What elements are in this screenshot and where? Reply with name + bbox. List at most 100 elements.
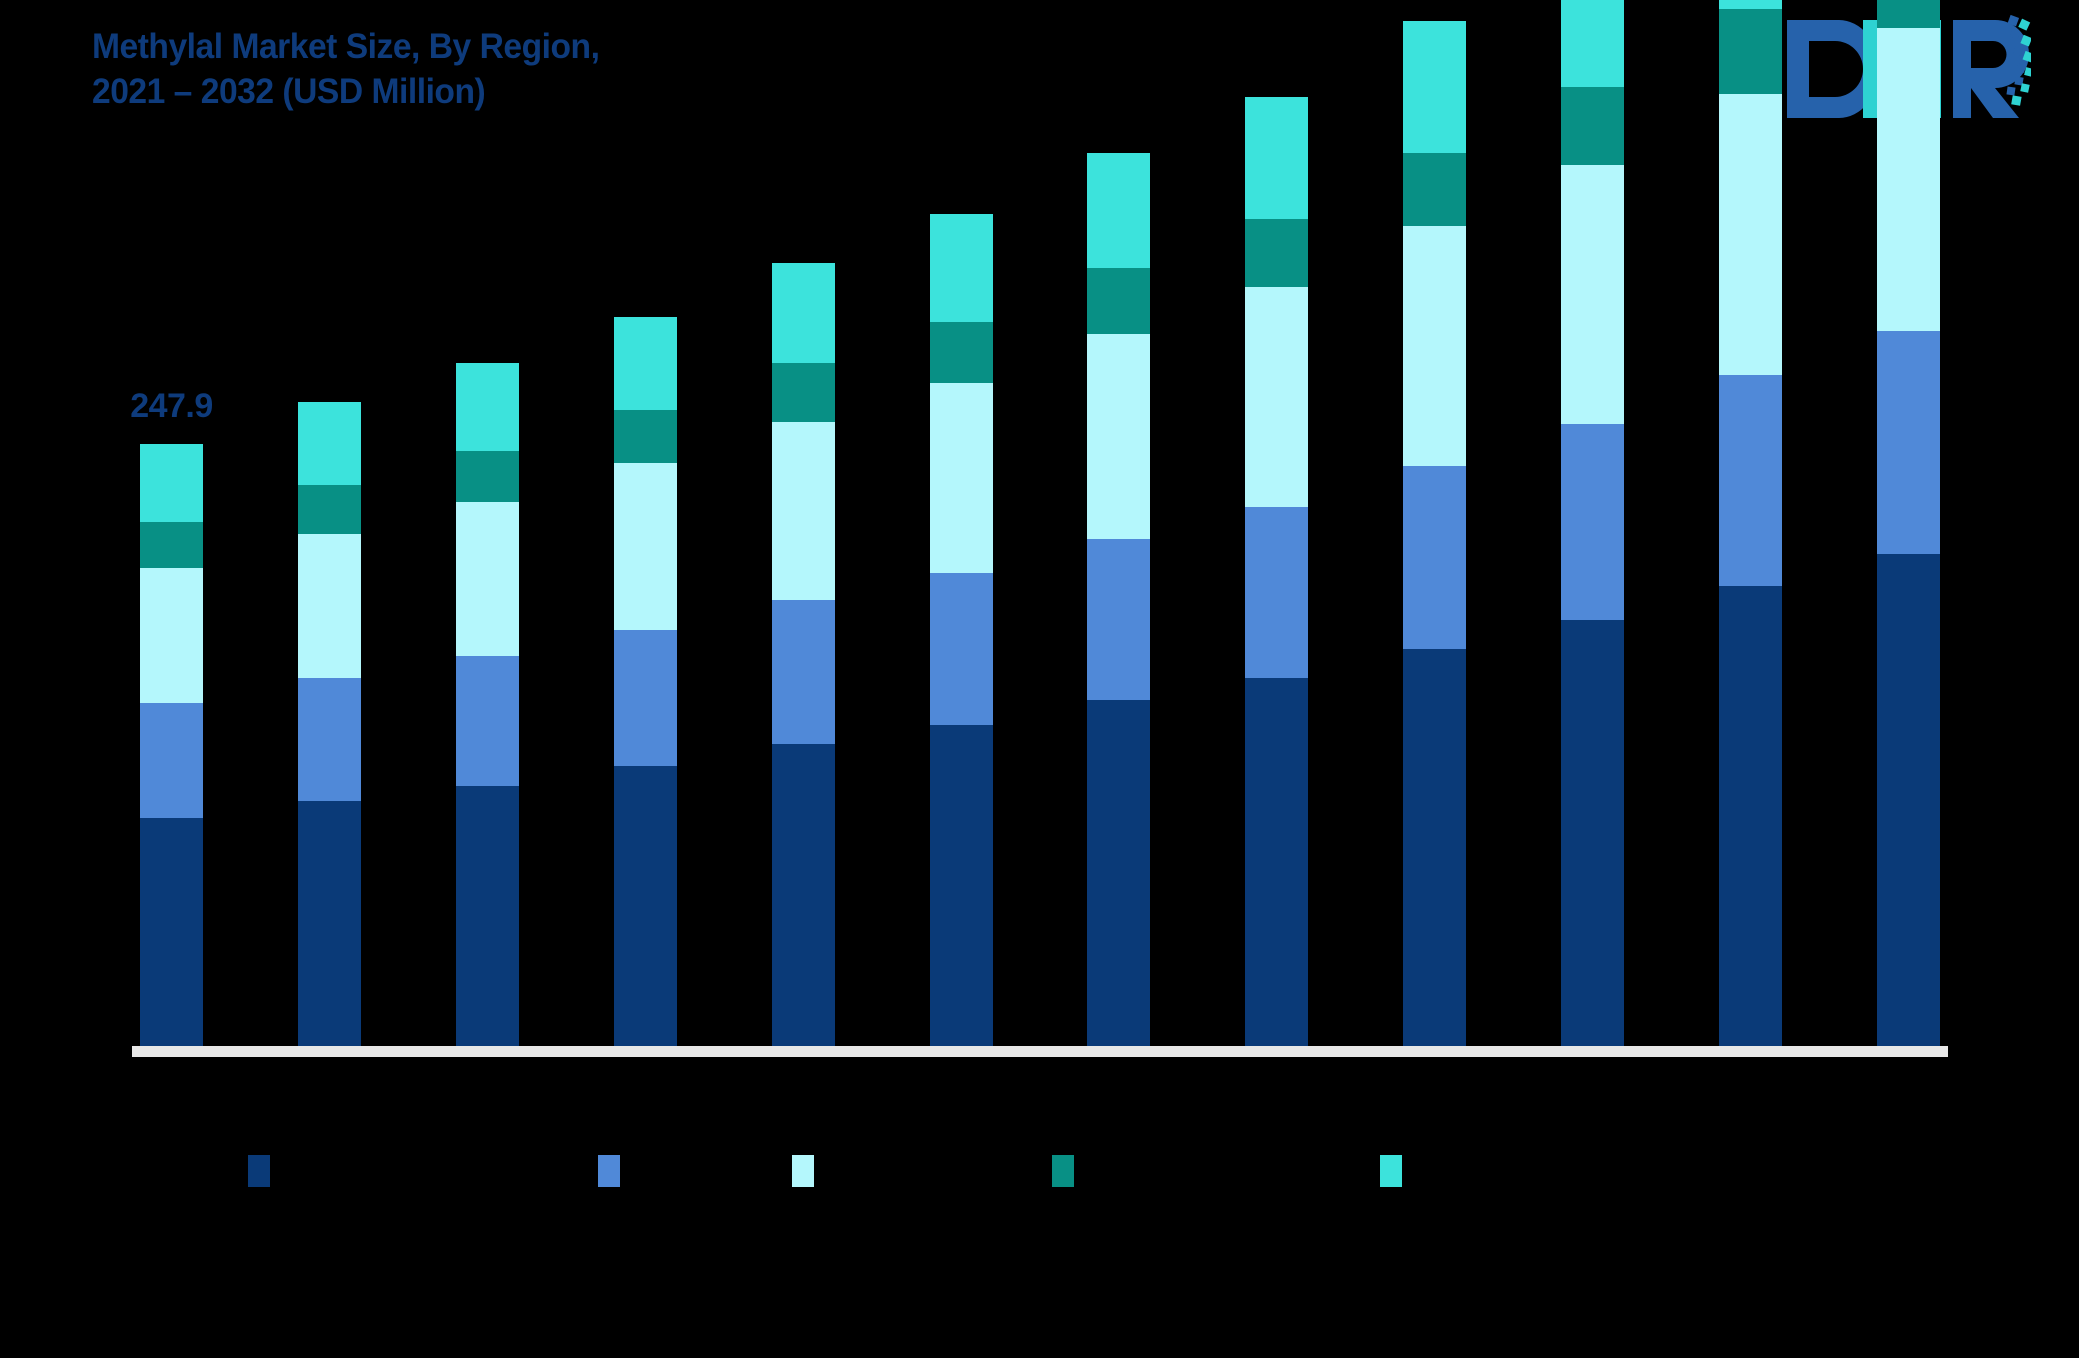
bar-group-2029[interactable] xyxy=(1403,20,1467,1050)
legend-swatch-mea xyxy=(1380,1155,1402,1187)
bar-group-2031[interactable] xyxy=(1719,0,1783,1050)
bar-segment-asia-pacific[interactable] xyxy=(1245,287,1309,508)
bar-segment-europe[interactable] xyxy=(929,573,993,725)
chart-plot-area: 247.9 329.8 xyxy=(130,0,1940,1050)
bar-segment-north-america[interactable] xyxy=(613,766,677,1050)
bar-segment-europe[interactable] xyxy=(140,702,203,818)
bar-group-2028[interactable] xyxy=(1245,96,1309,1050)
bar-segment-north-america[interactable] xyxy=(771,744,835,1050)
bar-segment-europe[interactable] xyxy=(771,600,835,745)
legend-swatch-latin-america xyxy=(1052,1155,1074,1187)
bar-segment-asia-pacific[interactable] xyxy=(1561,165,1625,425)
bar-stack[interactable] xyxy=(455,363,519,1050)
bar-segment-europe[interactable] xyxy=(455,656,519,786)
bar-group-2023[interactable] xyxy=(455,170,519,1050)
legend-swatch-asia-pacific xyxy=(792,1155,814,1187)
bar-segment-mea[interactable] xyxy=(929,214,993,322)
bar-stack[interactable] xyxy=(1087,152,1151,1050)
bar-segment-mea[interactable] xyxy=(1561,0,1625,87)
bar-segment-latin-america[interactable] xyxy=(1876,0,1940,29)
bar-segment-latin-america[interactable] xyxy=(1403,152,1467,227)
bar-segment-latin-america[interactable] xyxy=(1719,8,1783,95)
bar-segment-mea[interactable] xyxy=(140,444,203,523)
bar-segment-europe[interactable] xyxy=(1719,375,1783,586)
bar-segment-latin-america[interactable] xyxy=(1087,267,1151,334)
legend-swatch-north-america xyxy=(248,1155,270,1187)
legend-swatch-europe xyxy=(598,1155,620,1187)
bar-segment-north-america[interactable] xyxy=(1561,619,1625,1050)
bar-segment-asia-pacific[interactable] xyxy=(140,568,203,703)
bar-stack[interactable] xyxy=(1245,96,1309,1050)
bar-segment-latin-america[interactable] xyxy=(1561,86,1625,166)
bar-segment-europe[interactable] xyxy=(613,629,677,767)
bar-segment-north-america[interactable] xyxy=(455,786,519,1050)
bar-value-label: 247.9 xyxy=(130,387,213,426)
bar-segment-north-america[interactable] xyxy=(1403,649,1467,1050)
bar-stack[interactable] xyxy=(1719,0,1783,1050)
chart-legend xyxy=(140,1155,1940,1215)
legend-item-latin-america[interactable] xyxy=(1052,1155,1088,1187)
bar-group-2022[interactable] xyxy=(297,170,361,1050)
bar-segment-latin-america[interactable] xyxy=(1245,218,1309,288)
bar-segment-mea[interactable] xyxy=(297,402,361,486)
bar-segment-asia-pacific[interactable] xyxy=(1876,28,1940,332)
bar-segment-north-america[interactable] xyxy=(297,800,361,1050)
x-axis-baseline xyxy=(132,1046,1948,1057)
legend-item-mea[interactable] xyxy=(1380,1155,1416,1187)
bar-stack[interactable] xyxy=(613,316,677,1050)
bar-segment-asia-pacific[interactable] xyxy=(455,502,519,657)
bar-group-2027[interactable] xyxy=(1087,152,1151,1050)
bar-segment-asia-pacific[interactable] xyxy=(1403,226,1467,466)
bar-segment-europe[interactable] xyxy=(1245,507,1309,679)
bar-segment-north-america[interactable] xyxy=(1245,678,1309,1050)
bar-segment-latin-america[interactable] xyxy=(771,363,835,422)
bar-segment-asia-pacific[interactable] xyxy=(771,421,835,601)
bar-group-2026[interactable] xyxy=(929,170,993,1050)
bar-segment-north-america[interactable] xyxy=(140,817,203,1050)
bar-stack[interactable] xyxy=(140,444,203,1050)
bar-stack[interactable] xyxy=(1403,20,1467,1050)
bar-group-2021[interactable]: 247.9 xyxy=(130,170,213,1050)
logo-letter-r-icon xyxy=(1953,20,2029,118)
bar-segment-europe[interactable] xyxy=(1561,424,1625,620)
legend-item-north-america[interactable] xyxy=(248,1155,284,1187)
bar-segment-north-america[interactable] xyxy=(1719,585,1783,1050)
bar-segment-asia-pacific[interactable] xyxy=(1719,94,1783,376)
bar-segment-north-america[interactable] xyxy=(1876,553,1940,1050)
bar-segment-asia-pacific[interactable] xyxy=(1087,333,1151,540)
bar-segment-europe[interactable] xyxy=(1876,331,1940,554)
bar-segment-mea[interactable] xyxy=(1087,152,1151,268)
bar-group-2030[interactable] xyxy=(1561,0,1625,1050)
bar-stack[interactable] xyxy=(297,402,361,1050)
bar-segment-mea[interactable] xyxy=(771,262,835,364)
bar-segment-mea[interactable] xyxy=(1719,0,1783,9)
bar-group-2032[interactable]: 329.8 xyxy=(1876,0,1940,1050)
legend-item-asia-pacific[interactable] xyxy=(792,1155,828,1187)
bar-group-2024[interactable] xyxy=(613,170,677,1050)
bar-group-2025[interactable] xyxy=(771,170,835,1050)
bar-segment-latin-america[interactable] xyxy=(613,409,677,464)
bar-segment-mea[interactable] xyxy=(455,363,519,452)
bar-segment-europe[interactable] xyxy=(1087,539,1151,701)
bar-segment-mea[interactable] xyxy=(613,316,677,410)
bar-segment-latin-america[interactable] xyxy=(455,451,519,503)
bar-segment-asia-pacific[interactable] xyxy=(297,534,361,679)
bar-segment-mea[interactable] xyxy=(1245,96,1309,219)
logo-letter-d-icon xyxy=(1787,20,1879,118)
bar-segment-asia-pacific[interactable] xyxy=(929,382,993,574)
bar-segment-north-america[interactable] xyxy=(929,724,993,1050)
bar-segment-latin-america[interactable] xyxy=(929,321,993,383)
bar-segment-latin-america[interactable] xyxy=(297,485,361,535)
bar-segment-latin-america[interactable] xyxy=(140,522,203,569)
bar-segment-north-america[interactable] xyxy=(1087,700,1151,1050)
bar-stack[interactable] xyxy=(929,214,993,1050)
bar-segment-asia-pacific[interactable] xyxy=(613,463,677,630)
legend-item-europe[interactable] xyxy=(598,1155,634,1187)
bar-segment-europe[interactable] xyxy=(297,678,361,801)
bar-segment-mea[interactable] xyxy=(1403,20,1467,153)
bar-stack[interactable] xyxy=(1876,0,1940,1050)
bar-stack[interactable] xyxy=(1561,0,1625,1050)
bar-stack[interactable] xyxy=(771,262,835,1050)
bars-container: 247.9 329.8 xyxy=(130,0,1940,1050)
bar-segment-europe[interactable] xyxy=(1403,465,1467,650)
